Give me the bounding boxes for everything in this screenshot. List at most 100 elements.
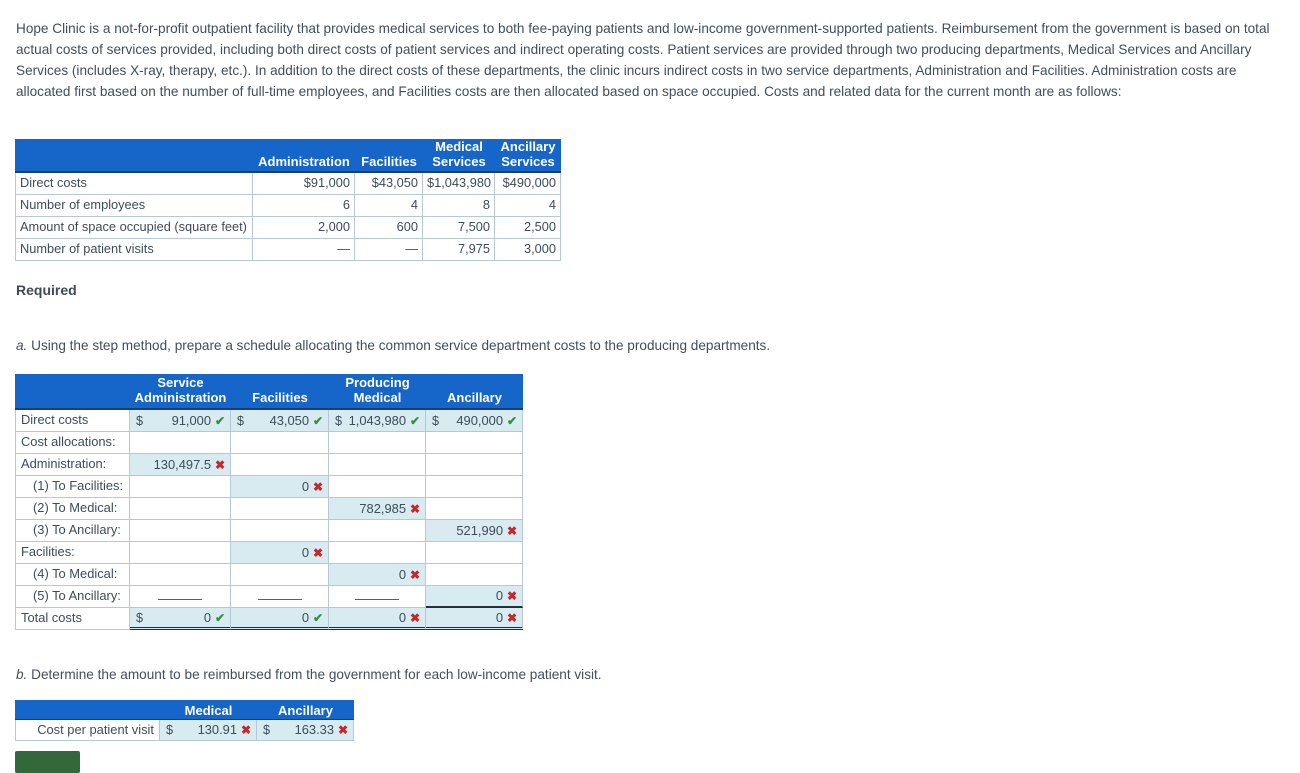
row-label: Amount of space occupied (square feet) bbox=[15, 217, 253, 239]
value-cell: 600 bbox=[355, 217, 423, 239]
problem-description: Hope Clinic is a not-for-profit outpatie… bbox=[16, 20, 1270, 99]
row-label: (1) To Facilities: bbox=[15, 476, 130, 498]
blank-sum-line bbox=[231, 586, 329, 608]
value-cell: 2,500 bbox=[495, 217, 561, 239]
value-cell: 7,975 bbox=[423, 239, 495, 261]
table-row-to-medical-2: (4) To Medical: 0 ✖ bbox=[15, 564, 523, 586]
incorrect-icon: ✖ bbox=[240, 723, 252, 737]
value-cell: — bbox=[253, 239, 355, 261]
incorrect-icon: ✖ bbox=[506, 610, 518, 625]
facilities-allocation-input[interactable]: 0 ✖ bbox=[231, 542, 329, 564]
value-cell: 3,000 bbox=[495, 239, 561, 261]
incorrect-icon: ✖ bbox=[409, 567, 421, 582]
blank-sum-line bbox=[329, 586, 426, 608]
table-row-facilities: Facilities: 0 ✖ bbox=[15, 542, 523, 564]
header-producing-medical: Producing Medical bbox=[345, 375, 410, 405]
row-label: Direct costs bbox=[15, 410, 130, 432]
row-label: Direct costs bbox=[15, 173, 253, 195]
direct-costs-medical-input[interactable]: $ 1,043,980 ✔ bbox=[329, 410, 426, 432]
table-row-direct-costs: Direct costs $ 91,000 ✔ $ 43,050 ✔ $ 1,0… bbox=[15, 410, 523, 432]
value-cell: 6 bbox=[253, 195, 355, 217]
total-medical-input[interactable]: 0 ✖ bbox=[329, 608, 426, 630]
table-row-cost-allocations: Cost allocations: bbox=[15, 432, 523, 454]
incorrect-icon: ✖ bbox=[409, 501, 421, 516]
row-label: Facilities: bbox=[15, 542, 130, 564]
table-row-to-ancillary-2: (5) To Ancillary: 0 ✖ bbox=[15, 586, 523, 608]
incorrect-icon: ✖ bbox=[312, 479, 324, 494]
value-cell: $91,000 bbox=[253, 173, 355, 195]
table-row-cost-per-visit: Cost per patient visit $ 130.91 ✖ $ 163.… bbox=[15, 720, 354, 741]
to-facilities-input[interactable]: 0 ✖ bbox=[231, 476, 329, 498]
header-facilities: Facilities bbox=[361, 154, 417, 169]
total-administration-input[interactable]: $ 0 ✔ bbox=[130, 608, 231, 630]
value-cell: — bbox=[355, 239, 423, 261]
correct-icon: ✔ bbox=[312, 413, 324, 428]
facilities-to-ancillary-input[interactable]: 0 ✖ bbox=[426, 586, 523, 608]
incorrect-icon: ✖ bbox=[506, 523, 518, 538]
table-row: Number of employees 6 4 8 4 bbox=[15, 195, 561, 217]
cost-per-visit-header: Medical Ancillary bbox=[15, 700, 354, 720]
incorrect-icon: ✖ bbox=[506, 589, 518, 603]
header-ancillary: Ancillary bbox=[278, 703, 333, 718]
table-row: Direct costs $91,000 $43,050 $1,043,980 … bbox=[15, 173, 561, 195]
requirement-b-text: b. Determine the amount to be reimbursed… bbox=[16, 666, 602, 682]
table-row-administration: Administration: 130,497.5 ✖ bbox=[15, 454, 523, 476]
required-heading: Required bbox=[16, 282, 77, 298]
header-blank bbox=[15, 374, 130, 408]
action-button[interactable] bbox=[15, 751, 80, 773]
requirement-a-prefix: a. bbox=[16, 337, 28, 353]
administration-allocation-input[interactable]: 130,497.5 ✖ bbox=[130, 454, 231, 476]
row-label: (3) To Ancillary: bbox=[15, 520, 130, 542]
header-blank bbox=[15, 700, 160, 719]
admin-to-ancillary-input[interactable]: 521,990 ✖ bbox=[426, 520, 523, 542]
correct-icon: ✔ bbox=[214, 413, 226, 428]
cost-per-visit-ancillary-input[interactable]: $ 163.33 ✖ bbox=[257, 720, 354, 741]
header-medical: Medical bbox=[184, 703, 233, 718]
correct-icon: ✔ bbox=[312, 610, 324, 625]
underline-mark bbox=[158, 586, 202, 600]
table-row-to-medical-1: (2) To Medical: 782,985 ✖ bbox=[15, 498, 523, 520]
row-label: (2) To Medical: bbox=[15, 498, 130, 520]
incorrect-icon: ✖ bbox=[409, 610, 421, 625]
row-label: Administration: bbox=[15, 454, 130, 476]
table-row: Amount of space occupied (square feet) 2… bbox=[15, 217, 561, 239]
admin-to-medical-input[interactable]: 782,985 ✖ bbox=[329, 498, 426, 520]
row-label: Cost per patient visit bbox=[15, 720, 160, 741]
allocation-table-header: Service Administration Facilities Produc… bbox=[15, 374, 523, 410]
row-label: Cost allocations: bbox=[15, 432, 130, 454]
given-data-table: Administration Facilities Medical Servic… bbox=[15, 139, 561, 261]
correct-icon: ✔ bbox=[409, 413, 421, 428]
header-ancillary: Ancillary bbox=[447, 390, 502, 405]
value-cell: 4 bbox=[355, 195, 423, 217]
header-medical-services: Medical Services bbox=[432, 139, 486, 169]
cost-per-visit-table: Medical Ancillary Cost per patient visit… bbox=[15, 700, 354, 741]
value-cell: $43,050 bbox=[355, 173, 423, 195]
direct-costs-facilities-input[interactable]: $ 43,050 ✔ bbox=[231, 410, 329, 432]
table-row-to-ancillary-1: (3) To Ancillary: 521,990 ✖ bbox=[15, 520, 523, 542]
correct-icon: ✔ bbox=[506, 413, 518, 428]
incorrect-icon: ✖ bbox=[312, 545, 324, 560]
requirement-a-text: a. Using the step method, prepare a sche… bbox=[16, 337, 771, 353]
row-label: Number of employees bbox=[15, 195, 253, 217]
value-cell: $490,000 bbox=[495, 173, 561, 195]
cost-per-visit-medical-input[interactable]: $ 130.91 ✖ bbox=[160, 720, 257, 741]
underline-mark bbox=[257, 586, 302, 600]
total-facilities-input[interactable]: 0 ✔ bbox=[231, 608, 329, 630]
incorrect-icon: ✖ bbox=[337, 723, 349, 737]
table-row: Number of patient visits — — 7,975 3,000 bbox=[15, 239, 561, 261]
row-label: Total costs bbox=[15, 608, 130, 630]
value-cell: 8 bbox=[423, 195, 495, 217]
header-ancillary-services: Ancillary Services bbox=[500, 139, 556, 169]
requirement-b-prefix: b. bbox=[16, 666, 28, 682]
value-cell: 7,500 bbox=[423, 217, 495, 239]
direct-costs-administration-input[interactable]: $ 91,000 ✔ bbox=[130, 410, 231, 432]
direct-costs-ancillary-input[interactable]: $ 490,000 ✔ bbox=[426, 410, 523, 432]
total-ancillary-input[interactable]: 0 ✖ bbox=[426, 608, 523, 630]
header-administration: Administration bbox=[258, 154, 350, 169]
allocation-schedule-table: Service Administration Facilities Produc… bbox=[15, 374, 523, 630]
row-label: (4) To Medical: bbox=[15, 564, 130, 586]
given-data-table-header: Administration Facilities Medical Servic… bbox=[15, 139, 561, 173]
row-label: (5) To Ancillary: bbox=[15, 586, 130, 608]
value-cell: 2,000 bbox=[253, 217, 355, 239]
facilities-to-medical-input[interactable]: 0 ✖ bbox=[329, 564, 426, 586]
